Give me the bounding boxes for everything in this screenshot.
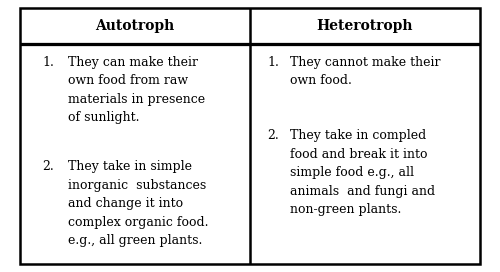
Text: They take in compled
food and break it into
simple food e.g., all
animals  and f: They take in compled food and break it i… bbox=[290, 129, 435, 216]
Text: They take in simple
inorganic  substances
and change it into
complex organic foo: They take in simple inorganic substances… bbox=[68, 160, 208, 248]
Text: 2.: 2. bbox=[42, 160, 54, 174]
Text: They can make their
own food from raw
materials in presence
of sunlight.: They can make their own food from raw ma… bbox=[68, 56, 204, 124]
Text: Heterotroph: Heterotroph bbox=[317, 19, 413, 33]
Text: 1.: 1. bbox=[268, 56, 280, 69]
Text: 2.: 2. bbox=[268, 129, 279, 142]
Text: Autotroph: Autotroph bbox=[96, 19, 174, 33]
Text: 1.: 1. bbox=[42, 56, 54, 69]
Text: They cannot make their
own food.: They cannot make their own food. bbox=[290, 56, 440, 87]
